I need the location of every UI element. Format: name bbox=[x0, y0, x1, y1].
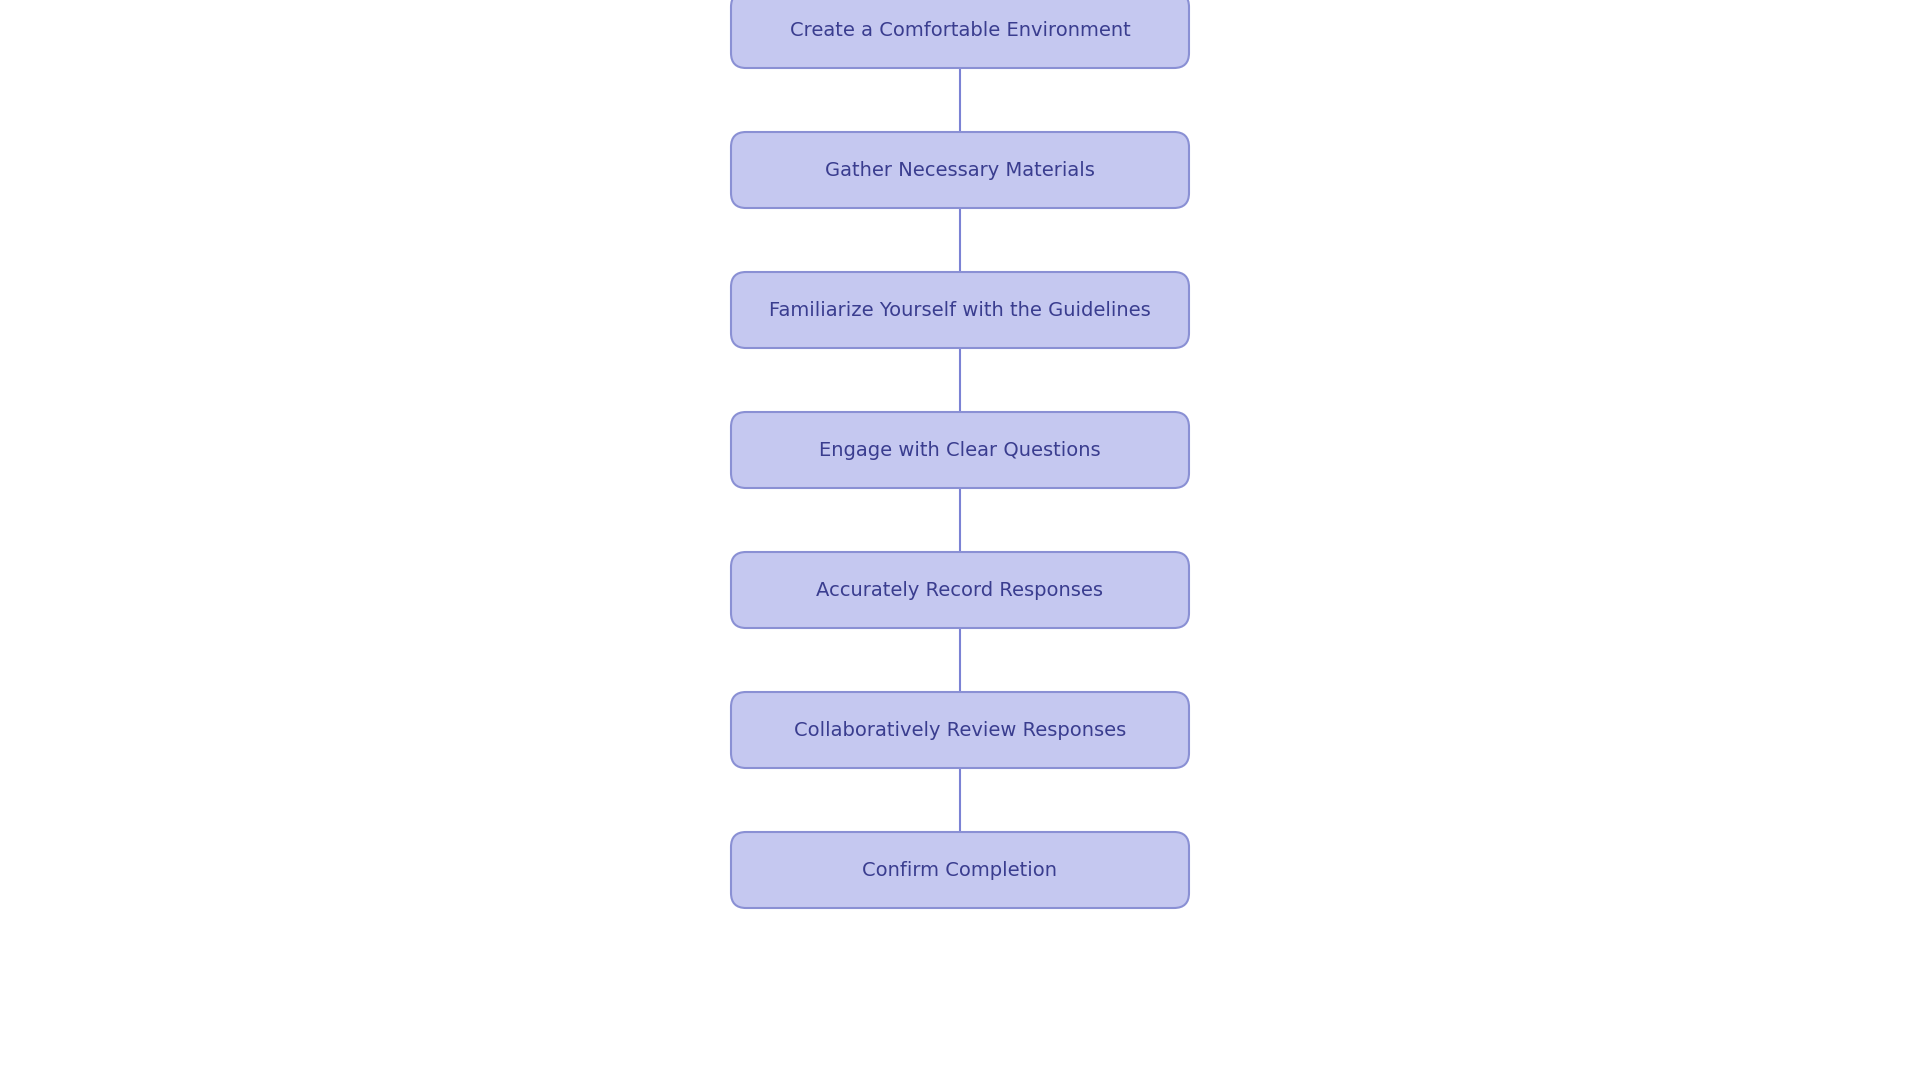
FancyBboxPatch shape bbox=[732, 0, 1188, 68]
Text: Familiarize Yourself with the Guidelines: Familiarize Yourself with the Guidelines bbox=[770, 300, 1150, 319]
FancyBboxPatch shape bbox=[732, 552, 1188, 628]
Text: Collaboratively Review Responses: Collaboratively Review Responses bbox=[793, 720, 1127, 740]
Text: Gather Necessary Materials: Gather Necessary Materials bbox=[826, 160, 1094, 180]
Text: Confirm Completion: Confirm Completion bbox=[862, 861, 1058, 879]
FancyBboxPatch shape bbox=[732, 132, 1188, 208]
Text: Create a Comfortable Environment: Create a Comfortable Environment bbox=[789, 21, 1131, 39]
Text: Engage with Clear Questions: Engage with Clear Questions bbox=[820, 441, 1100, 459]
FancyBboxPatch shape bbox=[732, 272, 1188, 348]
Text: Accurately Record Responses: Accurately Record Responses bbox=[816, 580, 1104, 600]
FancyBboxPatch shape bbox=[732, 412, 1188, 488]
FancyBboxPatch shape bbox=[732, 692, 1188, 768]
FancyBboxPatch shape bbox=[732, 832, 1188, 908]
